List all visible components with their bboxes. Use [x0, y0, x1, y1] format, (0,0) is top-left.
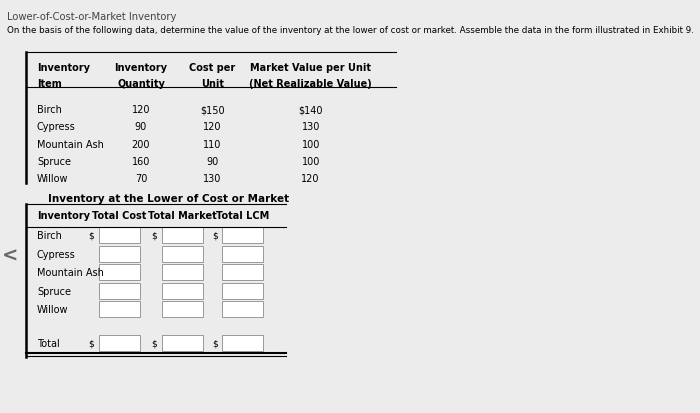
Text: Total Cost: Total Cost [92, 211, 146, 221]
FancyBboxPatch shape [222, 283, 263, 299]
Text: Quantity: Quantity [117, 78, 165, 88]
FancyBboxPatch shape [162, 301, 203, 317]
Text: 70: 70 [135, 174, 147, 184]
Text: 100: 100 [302, 139, 320, 149]
Text: Mountain Ash: Mountain Ash [37, 268, 104, 278]
FancyBboxPatch shape [162, 335, 203, 351]
Text: $150: $150 [199, 105, 225, 115]
FancyBboxPatch shape [162, 228, 203, 243]
Text: 90: 90 [135, 122, 147, 132]
Text: Total: Total [37, 338, 60, 348]
Text: Spruce: Spruce [37, 157, 71, 166]
FancyBboxPatch shape [222, 301, 263, 317]
Text: <: < [2, 246, 18, 265]
Text: (Net Realizable Value): (Net Realizable Value) [249, 78, 372, 88]
FancyBboxPatch shape [99, 246, 140, 262]
FancyBboxPatch shape [99, 265, 140, 280]
Text: 160: 160 [132, 157, 150, 166]
Text: Cost per: Cost per [189, 63, 235, 73]
Text: Lower-of-Cost-or-Market Inventory: Lower-of-Cost-or-Market Inventory [7, 12, 176, 21]
Text: Willow: Willow [37, 174, 69, 184]
Text: $: $ [89, 339, 95, 348]
FancyBboxPatch shape [99, 301, 140, 317]
Text: Cypress: Cypress [37, 122, 76, 132]
Text: 120: 120 [302, 174, 320, 184]
FancyBboxPatch shape [99, 228, 140, 243]
Text: Birch: Birch [37, 105, 62, 115]
Text: 110: 110 [203, 139, 221, 149]
Text: Mountain Ash: Mountain Ash [37, 139, 104, 149]
Text: $: $ [89, 231, 95, 240]
Text: Item: Item [37, 78, 62, 88]
Text: Total Market: Total Market [148, 211, 216, 221]
Text: Birch: Birch [37, 230, 62, 241]
FancyBboxPatch shape [162, 283, 203, 299]
FancyBboxPatch shape [99, 283, 140, 299]
FancyBboxPatch shape [222, 228, 263, 243]
Text: 130: 130 [203, 174, 221, 184]
FancyBboxPatch shape [222, 265, 263, 280]
Text: Willow: Willow [37, 304, 69, 314]
Text: Spruce: Spruce [37, 286, 71, 296]
Text: 130: 130 [302, 122, 320, 132]
Text: Market Value per Unit: Market Value per Unit [250, 63, 371, 73]
Text: 200: 200 [132, 139, 150, 149]
Text: 120: 120 [203, 122, 221, 132]
Text: $: $ [152, 339, 158, 348]
Text: $: $ [152, 231, 158, 240]
Text: Inventory: Inventory [37, 63, 90, 73]
Text: 90: 90 [206, 157, 218, 166]
Text: $: $ [212, 231, 218, 240]
Text: Inventory: Inventory [37, 211, 90, 221]
Text: 120: 120 [132, 105, 150, 115]
FancyBboxPatch shape [162, 265, 203, 280]
FancyBboxPatch shape [222, 246, 263, 262]
Text: Cypress: Cypress [37, 249, 76, 259]
Text: Total LCM: Total LCM [216, 211, 269, 221]
Text: $: $ [212, 339, 218, 348]
Text: Unit: Unit [201, 78, 223, 88]
Text: $140: $140 [298, 105, 323, 115]
Text: Inventory: Inventory [115, 63, 167, 73]
Text: 100: 100 [302, 157, 320, 166]
FancyBboxPatch shape [162, 246, 203, 262]
FancyBboxPatch shape [99, 335, 140, 351]
FancyBboxPatch shape [222, 335, 263, 351]
Text: On the basis of the following data, determine the value of the inventory at the : On the basis of the following data, dete… [7, 26, 694, 35]
Text: Inventory at the Lower of Cost or Market: Inventory at the Lower of Cost or Market [48, 193, 289, 203]
